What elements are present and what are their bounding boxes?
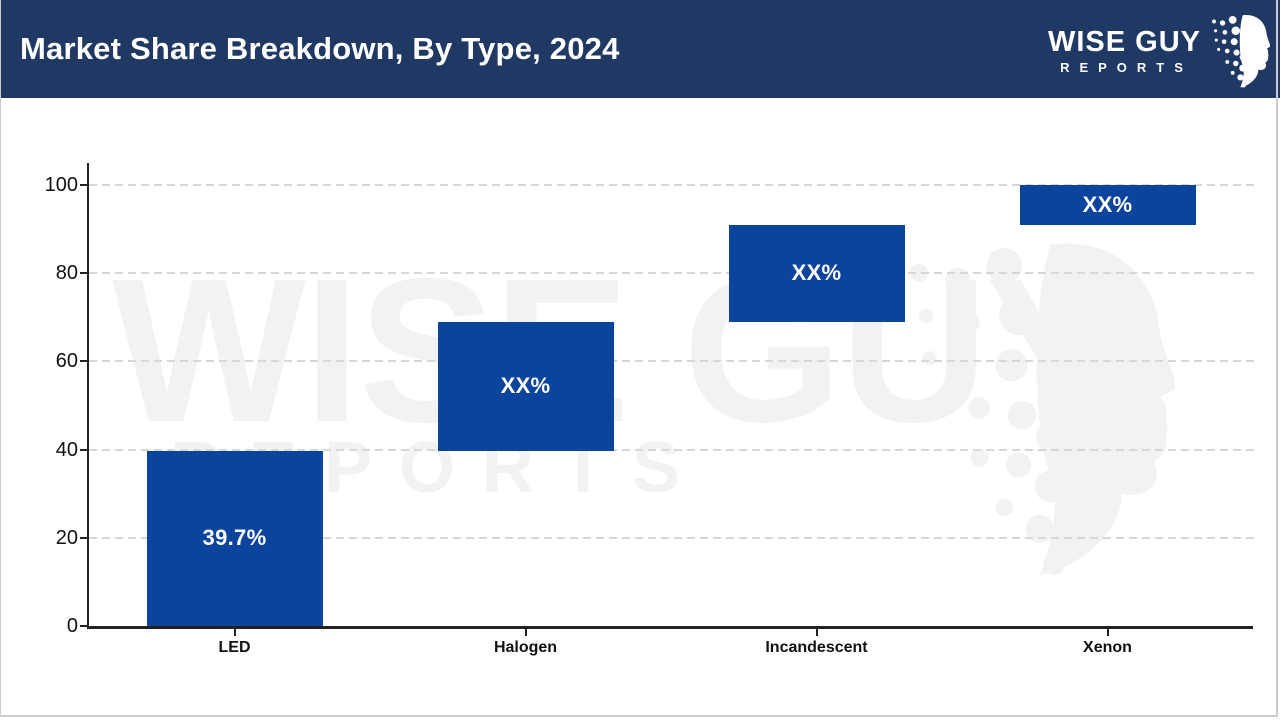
y-tick-mark bbox=[80, 272, 88, 275]
gridline-y-20 bbox=[89, 536, 1257, 539]
y-tick-label: 20 bbox=[55, 526, 78, 549]
bar-value-label: 39.7% bbox=[202, 525, 267, 551]
chart-area: WISE GUY REPORTS 0 20 40 60 80 100 39.7% LED XX%… bbox=[0, 98, 1280, 720]
y-tick-label: 80 bbox=[55, 262, 78, 285]
gridline-y-60 bbox=[89, 360, 1257, 363]
gridline-y-80 bbox=[89, 272, 1257, 275]
y-tick-label: 0 bbox=[66, 615, 78, 637]
bar-led: 39.7% bbox=[146, 450, 323, 626]
y-tick-mark bbox=[80, 448, 88, 451]
chart-title: Market Share Breakdown, By Type, 2024 bbox=[20, 31, 620, 66]
wiseguy-logo: WISE GUY REPORTS bbox=[1006, 4, 1272, 96]
logo-wordmark: WISE GUY bbox=[1048, 26, 1202, 58]
wiseguy-head-icon bbox=[1212, 14, 1270, 88]
y-tick-mark bbox=[80, 360, 88, 363]
header-bar: Market Share Breakdown, By Type, 2024 WI… bbox=[0, 0, 1280, 98]
bar-halogen: XX% bbox=[437, 321, 614, 451]
y-tick-mark bbox=[80, 184, 88, 186]
gridline-y-100 bbox=[89, 184, 1257, 186]
bar-value-label: XX% bbox=[791, 260, 842, 286]
y-axis-line bbox=[87, 163, 89, 628]
bar-xenon: XX% bbox=[1019, 185, 1196, 225]
x-category-label: Xenon bbox=[1083, 639, 1132, 656]
x-category-label: Incandescent bbox=[765, 639, 868, 656]
x-category-label: Halogen bbox=[493, 639, 558, 656]
bar-incandescent: XX% bbox=[728, 224, 905, 322]
x-tick-mark bbox=[233, 629, 236, 636]
y-tick-label: 60 bbox=[55, 350, 78, 373]
y-tick-label: 40 bbox=[55, 438, 78, 461]
bar-value-label: XX% bbox=[1082, 191, 1133, 217]
gridline-y-40 bbox=[89, 448, 1257, 451]
y-tick-label: 100 bbox=[44, 174, 78, 196]
x-tick-mark bbox=[1106, 629, 1109, 636]
y-tick-mark bbox=[80, 536, 88, 539]
logo-subtitle: REPORTS bbox=[1060, 60, 1193, 75]
wiseguy-logo-text: WISE GUY REPORTS bbox=[1048, 26, 1202, 75]
x-tick-mark bbox=[815, 629, 818, 636]
x-tick-mark bbox=[524, 629, 527, 636]
bar-value-label: XX% bbox=[500, 373, 551, 399]
x-axis-line bbox=[87, 626, 1253, 629]
watermark-head-icon bbox=[910, 243, 1175, 576]
y-tick-mark bbox=[80, 625, 88, 627]
x-category-label: LED bbox=[218, 639, 251, 656]
